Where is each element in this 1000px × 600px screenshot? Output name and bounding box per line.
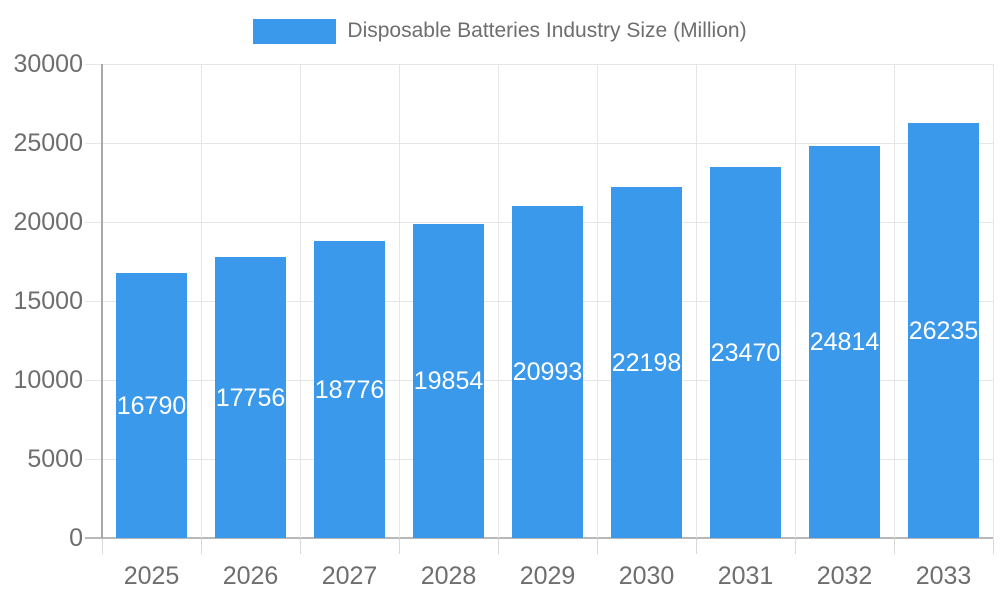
gridline-x bbox=[399, 64, 400, 538]
x-axis-tick bbox=[993, 539, 994, 554]
x-axis-label: 2028 bbox=[420, 562, 477, 590]
bar-value-label: 18776 bbox=[314, 376, 385, 404]
bar-value-label: 20993 bbox=[512, 358, 583, 386]
bar-value-label: 16790 bbox=[116, 392, 187, 420]
gridline-y-25000 bbox=[85, 143, 993, 144]
bar-2029[interactable] bbox=[512, 206, 583, 538]
x-axis-tick bbox=[399, 539, 400, 554]
x-axis-label: 2032 bbox=[816, 562, 873, 590]
x-axis-label: 2033 bbox=[915, 562, 972, 590]
gridline-x bbox=[894, 64, 895, 538]
bar-2032[interactable] bbox=[809, 146, 880, 538]
x-axis-tick bbox=[597, 539, 598, 554]
bar-2033[interactable] bbox=[908, 123, 979, 538]
x-axis-tick bbox=[102, 539, 103, 554]
bar-2031[interactable] bbox=[710, 167, 781, 538]
x-axis-tick bbox=[498, 539, 499, 554]
x-axis-label: 2026 bbox=[222, 562, 279, 590]
y-axis-tick-label: 5000 bbox=[27, 445, 83, 473]
x-axis-tick bbox=[300, 539, 301, 554]
bar-value-label: 23470 bbox=[710, 339, 781, 367]
bar-2027[interactable] bbox=[314, 241, 385, 538]
legend-swatch bbox=[253, 18, 337, 44]
bar-2028[interactable] bbox=[413, 224, 484, 538]
gridline-x bbox=[795, 64, 796, 538]
x-axis-tick bbox=[201, 539, 202, 554]
gridline-x bbox=[201, 64, 202, 538]
gridline-x bbox=[597, 64, 598, 538]
gridline-x bbox=[696, 64, 697, 538]
x-axis-tick bbox=[894, 539, 895, 554]
bar-value-label: 26235 bbox=[908, 317, 979, 345]
gridline-x bbox=[300, 64, 301, 538]
y-axis-tick-label: 0 bbox=[69, 524, 83, 552]
legend-label: Disposable Batteries Industry Size (Mill… bbox=[347, 19, 747, 42]
gridline-y-30000 bbox=[85, 64, 993, 65]
x-axis-label: 2030 bbox=[618, 562, 675, 590]
x-axis-label: 2027 bbox=[321, 562, 378, 590]
bar-2025[interactable] bbox=[116, 273, 187, 538]
x-axis-label: 2025 bbox=[123, 562, 180, 590]
bar-value-label: 22198 bbox=[611, 349, 682, 377]
y-axis-line bbox=[101, 64, 103, 538]
x-axis-tick bbox=[795, 539, 796, 554]
gridline-x bbox=[498, 64, 499, 538]
bar-value-label: 19854 bbox=[413, 367, 484, 395]
bar-2030[interactable] bbox=[611, 187, 682, 538]
bar-value-label: 17756 bbox=[215, 384, 286, 412]
x-axis-label: 2029 bbox=[519, 562, 576, 590]
y-axis-tick-label: 25000 bbox=[13, 129, 83, 157]
legend[interactable]: Disposable Batteries Industry Size (Mill… bbox=[0, 17, 1000, 45]
gridline-y-0 bbox=[85, 537, 993, 539]
y-axis-tick-label: 20000 bbox=[13, 208, 83, 236]
y-axis-tick-label: 30000 bbox=[13, 50, 83, 78]
y-axis-tick-label: 10000 bbox=[13, 366, 83, 394]
y-axis-tick-label: 15000 bbox=[13, 287, 83, 315]
bar-value-label: 24814 bbox=[809, 328, 880, 356]
gridline-x bbox=[993, 64, 994, 538]
x-axis-tick bbox=[696, 539, 697, 554]
bar-2026[interactable] bbox=[215, 257, 286, 538]
x-axis-label: 2031 bbox=[717, 562, 774, 590]
